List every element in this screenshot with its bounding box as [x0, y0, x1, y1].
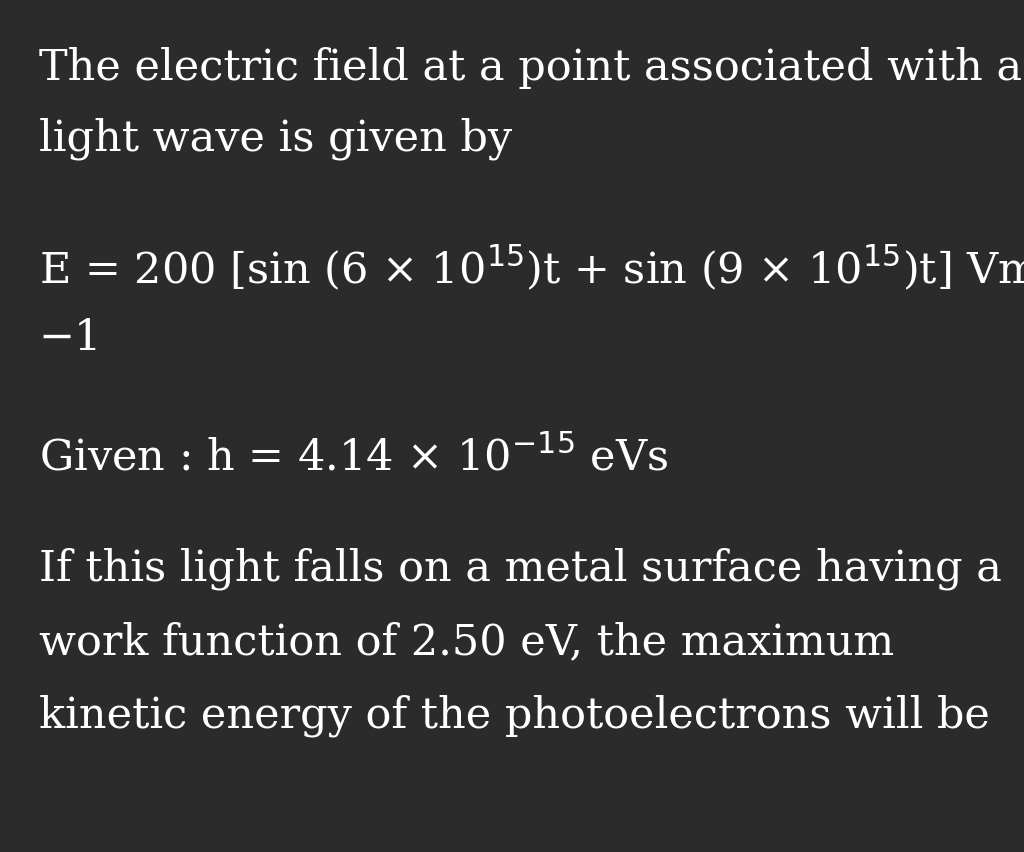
Text: The electric field at a point associated with a: The electric field at a point associated… [39, 47, 1022, 89]
Text: E = 200 [sin (6 × 10$^{15}$)t + sin (9 × 10$^{15}$)t] Vm: E = 200 [sin (6 × 10$^{15}$)t + sin (9 ×… [39, 243, 1024, 291]
Text: Given : h = 4.14 × 10$^{-15}$ eVs: Given : h = 4.14 × 10$^{-15}$ eVs [39, 436, 669, 479]
Text: If this light falls on a metal surface having a: If this light falls on a metal surface h… [39, 547, 1001, 590]
Text: kinetic energy of the photoelectrons will be: kinetic energy of the photoelectrons wil… [39, 694, 990, 736]
Text: light wave is given by: light wave is given by [39, 118, 512, 160]
Text: −1: −1 [39, 317, 102, 359]
Text: work function of 2.50 eV, the maximum: work function of 2.50 eV, the maximum [39, 620, 894, 662]
